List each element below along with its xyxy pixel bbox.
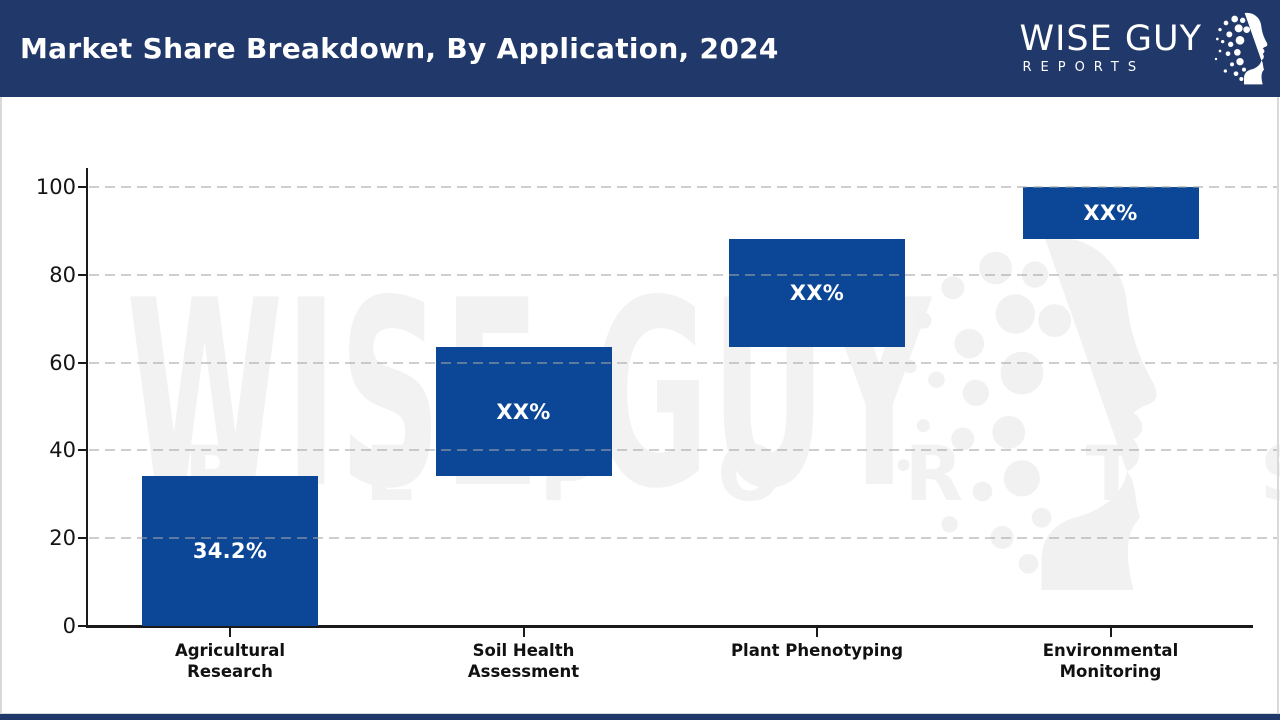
left-border — [0, 97, 2, 715]
y-axis-line — [86, 168, 88, 627]
x-tick-agricultural-research — [229, 628, 231, 637]
y-tick-0 — [78, 625, 86, 627]
bar-value-label-soil-health-assessment: XX% — [496, 399, 551, 424]
bar-soil-health-assessment: XX% — [435, 347, 612, 476]
category-label-environmental-monitoring: Environmental Monitoring — [981, 640, 1241, 682]
y-tick-100 — [78, 186, 86, 188]
watermark-reports-text: R E P O R T S — [184, 429, 1280, 518]
gridline-100 — [89, 186, 1277, 188]
y-tick-60 — [78, 361, 86, 364]
category-label-agricultural-research: Agricultural Research — [100, 640, 360, 682]
category-label-line: Plant Phenotyping — [730, 641, 904, 660]
y-tick-20 — [78, 537, 86, 540]
gridline-40 — [89, 449, 1277, 452]
x-axis-line — [86, 625, 1253, 628]
gridline-60 — [89, 361, 1277, 364]
category-label-line: Agricultural — [174, 641, 286, 660]
bottom-border — [0, 713, 1280, 714]
category-label-plant-phenotyping: Plant Phenotyping — [687, 640, 947, 661]
category-label-soil-health-assessment: Soil Health Assessment — [394, 640, 654, 682]
bar-plant-phenotyping: XX% — [729, 238, 905, 348]
category-label-line: Environmental — [1042, 641, 1179, 660]
category-label-line: Research — [187, 662, 273, 681]
wiseguy-head-icon — [1214, 12, 1268, 85]
logo-wiseguy-text: WISE GUY — [1019, 18, 1202, 59]
gridline-20 — [89, 537, 1277, 540]
logo-wordmark: WISE GUY REPORTS — [1019, 20, 1202, 75]
bar-agricultural-research: 34.2% — [142, 475, 318, 626]
category-label-line: Assessment — [467, 662, 580, 681]
wiseguy-logo: WISE GUY REPORTS — [1019, 6, 1268, 88]
x-tick-plant-phenotyping — [816, 628, 818, 637]
category-label-line: Monitoring — [1059, 662, 1162, 681]
bar-environmental-monitoring: XX% — [1022, 187, 1199, 239]
right-border — [1277, 97, 1279, 715]
watermark-head-icon — [897, 237, 1157, 590]
y-tick-80 — [78, 273, 86, 276]
x-tick-soil-health-assessment — [522, 628, 525, 637]
chart-title: Market Share Breakdown, By Application, … — [20, 32, 779, 65]
y-tick-label-60: 60 — [49, 350, 76, 375]
gridline-80 — [89, 273, 1277, 276]
bar-value-label-environmental-monitoring: XX% — [1083, 200, 1138, 225]
x-tick-environmental-monitoring — [1109, 628, 1112, 637]
y-tick-label-40: 40 — [49, 438, 76, 463]
bar-value-label-agricultural-research: 34.2% — [192, 538, 268, 563]
y-tick-label-20: 20 — [49, 526, 76, 551]
y-tick-40 — [78, 449, 86, 452]
y-tick-label-80: 80 — [49, 262, 76, 287]
y-tick-label-100: 100 — [35, 175, 76, 199]
bar-value-label-plant-phenotyping: XX% — [789, 281, 845, 305]
header-bar: Market Share Breakdown, By Application, … — [0, 0, 1280, 97]
y-tick-label-0: 0 — [62, 614, 76, 638]
footer-bar — [0, 714, 1280, 720]
logo-reports-text: REPORTS — [1022, 59, 1146, 75]
category-label-line: Soil Health — [472, 641, 575, 660]
